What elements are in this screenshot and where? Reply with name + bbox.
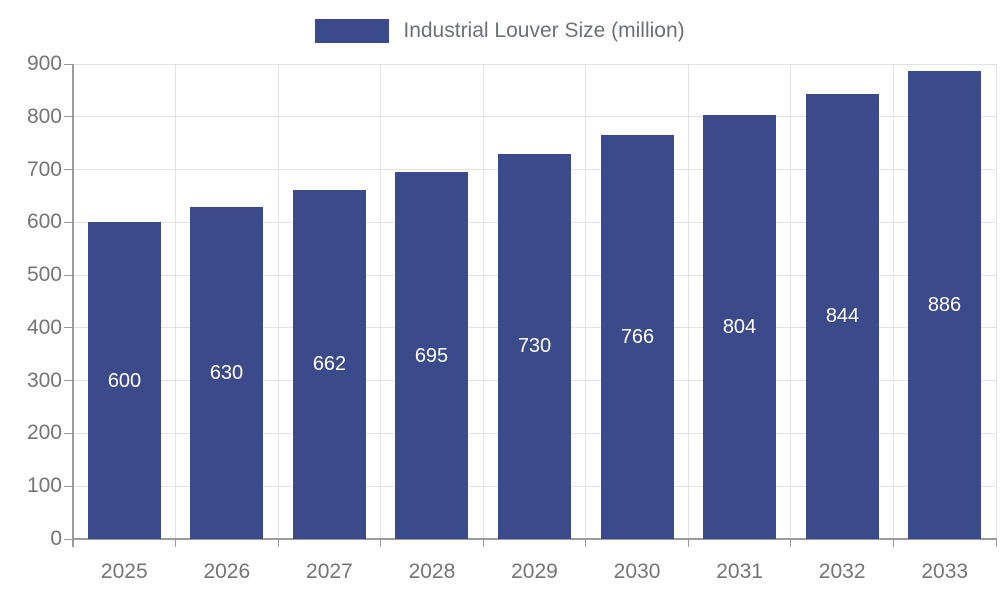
x-axis-tick-label: 2030 bbox=[613, 560, 661, 583]
y-axis-tick-label: 600 bbox=[26, 210, 62, 234]
grid-line-vertical bbox=[790, 64, 792, 539]
grid-line-vertical bbox=[175, 64, 177, 539]
y-axis-tick bbox=[64, 63, 72, 65]
grid-line-vertical bbox=[687, 64, 689, 539]
x-axis-tick bbox=[277, 539, 279, 547]
grid-line-horizontal bbox=[73, 116, 996, 118]
grid-line-vertical bbox=[380, 64, 382, 539]
grid-line-vertical bbox=[482, 64, 484, 539]
bar[interactable] bbox=[293, 189, 366, 539]
y-axis-tick bbox=[64, 116, 72, 118]
bar[interactable] bbox=[395, 172, 468, 539]
bar-value-label: 804 bbox=[722, 316, 757, 338]
x-axis-tick bbox=[482, 539, 484, 547]
y-axis-tick bbox=[64, 221, 72, 223]
y-axis-tick bbox=[64, 169, 72, 171]
x-axis-tick-label: 2029 bbox=[511, 560, 558, 583]
y-axis-tick-label: 200 bbox=[26, 421, 62, 445]
y-axis-tick-label: 0 bbox=[50, 527, 62, 550]
y-axis-tick bbox=[64, 274, 72, 276]
bar[interactable] bbox=[601, 134, 674, 539]
y-axis-tick bbox=[64, 432, 72, 434]
bar-value-label: 630 bbox=[209, 362, 244, 384]
y-axis-line bbox=[72, 64, 74, 547]
grid-line-vertical bbox=[892, 64, 894, 539]
y-axis-tick bbox=[64, 327, 72, 329]
bar-value-label: 766 bbox=[620, 326, 655, 348]
x-axis-tick bbox=[585, 539, 587, 547]
y-axis-tick-label: 700 bbox=[26, 157, 62, 181]
x-axis-tick bbox=[380, 539, 382, 547]
y-axis-tick bbox=[64, 485, 72, 487]
bar-value-label: 695 bbox=[414, 345, 449, 367]
bar[interactable] bbox=[703, 114, 776, 539]
grid-line-horizontal bbox=[73, 63, 996, 65]
x-axis-tick bbox=[72, 539, 74, 547]
legend-label: Industrial Louver Size (million) bbox=[403, 19, 685, 42]
x-axis-tick-label: 2031 bbox=[716, 560, 763, 583]
bar-value-label: 662 bbox=[312, 353, 347, 375]
y-axis-tick-label: 300 bbox=[26, 368, 62, 392]
grid-line-vertical bbox=[277, 64, 279, 539]
x-axis-tick bbox=[175, 539, 177, 547]
y-axis-tick-label: 500 bbox=[26, 263, 62, 287]
grid-line-vertical bbox=[995, 64, 997, 539]
y-axis-tick-label: 800 bbox=[26, 104, 62, 128]
x-axis-tick-label: 2025 bbox=[100, 560, 148, 583]
y-axis-tick-label: 900 bbox=[26, 52, 62, 75]
x-axis-tick-label: 2032 bbox=[818, 560, 866, 583]
y-axis-tick-label: 400 bbox=[26, 315, 62, 339]
bar[interactable] bbox=[806, 93, 879, 539]
x-axis-line bbox=[72, 538, 997, 540]
bar-value-label: 600 bbox=[107, 370, 142, 392]
y-axis-tick-label: 100 bbox=[26, 474, 62, 498]
grid-line-vertical bbox=[585, 64, 587, 539]
y-axis-tick bbox=[64, 380, 72, 382]
legend[interactable]: Industrial Louver Size (million) bbox=[0, 14, 1000, 48]
y-axis-tick bbox=[64, 538, 72, 540]
x-axis-tick-label: 2027 bbox=[306, 560, 353, 583]
bar[interactable] bbox=[88, 222, 161, 539]
bar[interactable] bbox=[498, 153, 571, 539]
bar[interactable] bbox=[190, 206, 263, 539]
x-axis-tick-label: 2026 bbox=[203, 560, 251, 583]
bar-value-label: 730 bbox=[517, 335, 552, 357]
x-axis-tick bbox=[995, 539, 997, 547]
x-axis-tick bbox=[687, 539, 689, 547]
x-axis-tick-label: 2028 bbox=[408, 560, 456, 583]
bar-value-label: 844 bbox=[825, 305, 860, 327]
x-axis-tick-label: 2033 bbox=[921, 560, 969, 583]
x-axis-tick bbox=[892, 539, 894, 547]
x-axis-tick bbox=[790, 539, 792, 547]
bar-value-label: 886 bbox=[927, 294, 962, 316]
legend-swatch bbox=[315, 19, 390, 43]
bar[interactable] bbox=[908, 71, 981, 539]
